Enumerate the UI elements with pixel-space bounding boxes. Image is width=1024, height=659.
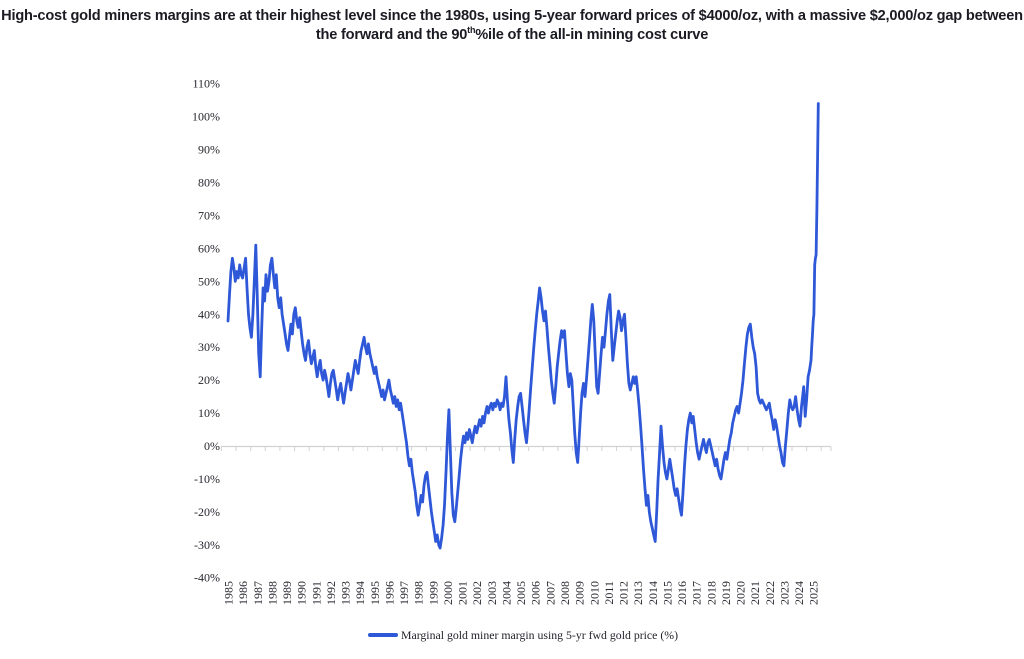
chart-title-superscript: th (467, 25, 476, 36)
x-tick-label: 2006 (529, 581, 543, 605)
x-tick-label: 1998 (412, 581, 426, 605)
x-tick-label: 1991 (309, 581, 323, 605)
x-tick-label: 1990 (295, 581, 309, 605)
x-tick-label: 2014 (646, 581, 660, 605)
x-tick-label: 2021 (748, 581, 762, 605)
y-tick-label: -20% (194, 505, 220, 519)
x-tick-label: 1988 (265, 581, 279, 605)
x-tick-label: 1994 (353, 581, 367, 605)
y-tick-label: -40% (194, 571, 220, 585)
x-tick-label: 2000 (441, 581, 455, 605)
x-tick-label: 2011 (602, 581, 616, 605)
x-tick-label: 2013 (631, 581, 645, 605)
x-tick-label: 2009 (573, 581, 587, 605)
x-tick-label: 2015 (660, 581, 674, 605)
chart-title-line-2: the forward and the 90th%ile of the all-… (0, 26, 1024, 45)
x-tick-label: 2023 (777, 581, 791, 605)
x-tick-label: 1993 (339, 581, 353, 605)
x-tick-label: 2024 (792, 581, 806, 605)
x-tick-label: 2018 (704, 581, 718, 605)
x-tick-label: 2016 (675, 581, 689, 605)
x-tick-label: 2020 (734, 581, 748, 605)
chart-title-line-2-post: %ile of the all-in mining cost curve (475, 27, 709, 43)
y-tick-label: 70% (198, 208, 220, 222)
y-tick-label: 60% (198, 241, 220, 255)
x-tick-label: 2025 (807, 581, 821, 605)
x-tick-label: 1999 (426, 581, 440, 605)
y-tick-label: 80% (198, 176, 220, 190)
x-tick-label: 2022 (763, 581, 777, 605)
x-tick-label: 2004 (499, 581, 513, 605)
legend-series-label: Marginal gold miner margin using 5-yr fw… (400, 627, 679, 642)
y-tick-label: 0% (204, 439, 220, 453)
y-tick-label: -30% (194, 538, 220, 552)
x-tick-label: 1986 (236, 581, 250, 605)
x-tick-label: 1995 (368, 581, 382, 605)
x-tick-label: 2007 (543, 581, 557, 605)
x-tick-label: 1985 (222, 581, 236, 605)
x-tick-label: 2010 (587, 581, 601, 605)
y-tick-label: 20% (198, 373, 220, 387)
x-tick-label: 1996 (382, 581, 396, 605)
chart-title-line-2-pre: the forward and the 90 (315, 27, 468, 43)
x-tick-label: 2008 (558, 581, 572, 605)
x-tick-label: 2019 (719, 581, 733, 605)
y-tick-label: 10% (198, 406, 220, 420)
y-tick-label: 30% (198, 340, 220, 354)
y-tick-label: 90% (198, 143, 220, 157)
legend-line-marker (367, 633, 398, 637)
chart-title: High-cost gold miners margins are at the… (0, 7, 1024, 45)
chart-legend: Marginal gold miner margin using 5-yr fw… (0, 626, 1024, 644)
x-tick-label: 1987 (251, 581, 265, 605)
x-tick-label: 2017 (690, 581, 704, 605)
x-tick-label: 2002 (470, 581, 484, 605)
x-tick-label: 1997 (397, 581, 411, 605)
y-tick-label: 100% (192, 110, 220, 124)
x-tick-label: 2003 (485, 581, 499, 605)
chart-title-line-1: High-cost gold miners margins are at the… (1, 8, 1023, 24)
x-tick-label: 1992 (324, 581, 338, 605)
x-tick-label: 1989 (280, 581, 294, 605)
margin-series-line (226, 102, 820, 550)
x-tick-label: 2001 (456, 581, 470, 605)
y-tick-label: -10% (194, 472, 220, 486)
y-tick-label: 110% (192, 77, 220, 91)
y-tick-label: 50% (198, 274, 220, 288)
y-tick-label: 40% (198, 307, 220, 321)
x-tick-label: 2005 (514, 581, 528, 605)
x-tick-label: 2012 (617, 581, 631, 605)
